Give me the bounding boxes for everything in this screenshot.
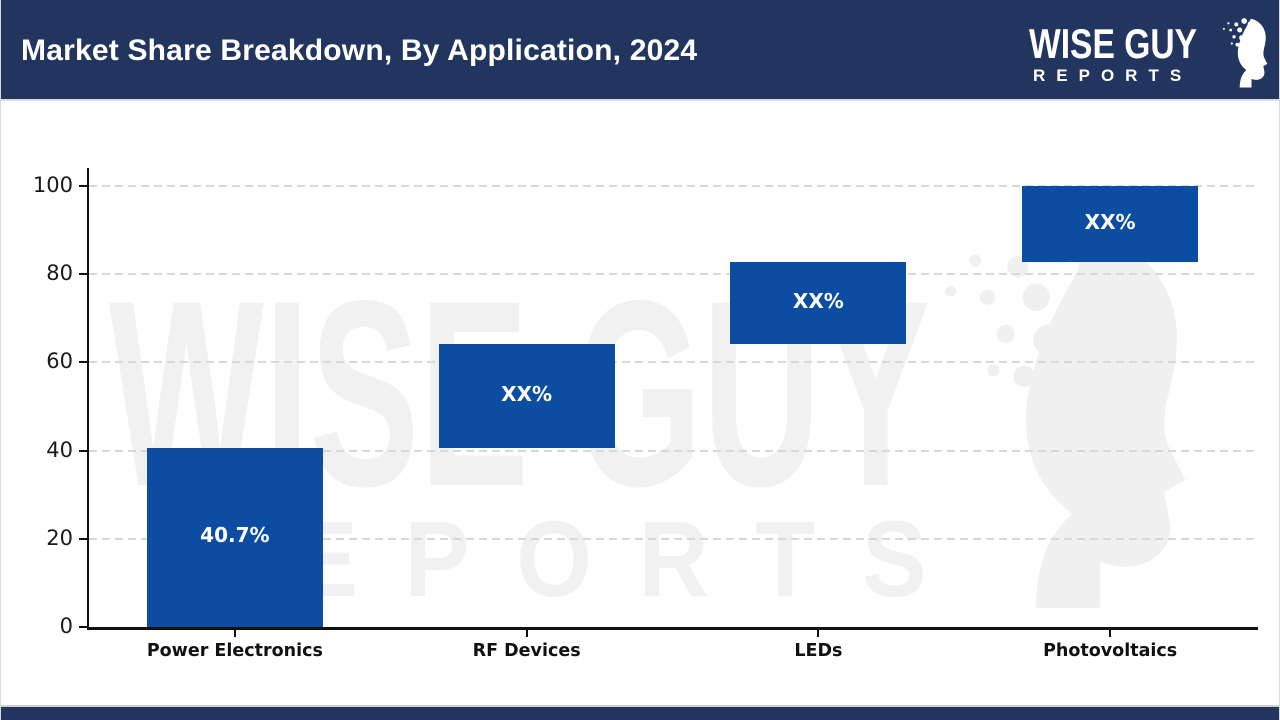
x-tick-mark: [525, 629, 528, 637]
page-title: Market Share Breakdown, By Application, …: [21, 34, 698, 67]
y-axis-tick-label: 0: [59, 614, 73, 638]
x-tick-mark: [817, 629, 820, 637]
bar-value-label: XX%: [501, 381, 553, 406]
y-axis-tick-label: 100: [32, 173, 73, 197]
x-axis-tick-label: Photovoltaics: [1043, 641, 1178, 661]
x-axis-tick-label: Power Electronics: [146, 641, 323, 661]
header: Market Share Breakdown, By Application, …: [1, 0, 1279, 101]
logo-wordmark: WISE GUY: [1029, 20, 1198, 67]
bar: [438, 344, 615, 448]
logo-reports-text: REPORTS: [1033, 66, 1193, 85]
y-axis-spine: [87, 168, 89, 629]
bar-value-label: XX%: [792, 289, 844, 314]
bar-value-label: 40.7%: [200, 523, 270, 548]
wiseguy-logo: WISE GUY REPORTS: [1029, 6, 1269, 94]
x-tick-mark: [233, 629, 236, 637]
bar: [730, 261, 907, 345]
y-tick-mark: [79, 273, 89, 276]
y-tick-mark: [79, 537, 89, 540]
y-axis-tick-label: 40: [46, 437, 73, 462]
y-axis-tick-label: 80: [46, 261, 73, 286]
y-tick-mark: [79, 361, 89, 364]
x-axis-tick-label: RF Devices: [472, 641, 581, 661]
gridline: [89, 185, 1256, 187]
x-axis-tick-label: LEDs: [794, 641, 843, 661]
bar-value-label: XX%: [1084, 209, 1136, 234]
footer-bar: [1, 707, 1279, 720]
y-axis-tick-label: 60: [46, 349, 73, 374]
y-axis-tick-label: 20: [46, 525, 73, 550]
y-tick-mark: [79, 185, 89, 187]
gridline: [89, 273, 1256, 276]
logo-face-icon: [1222, 18, 1268, 88]
bar: [146, 447, 323, 627]
x-tick-mark: [1109, 629, 1112, 637]
bottom-divider: [1, 705, 1279, 707]
gridline: [89, 449, 1256, 452]
y-tick-mark: [79, 626, 89, 628]
x-axis-spine: [87, 627, 1258, 630]
gridline: [89, 361, 1256, 364]
y-tick-mark: [79, 449, 89, 452]
gridline: [89, 537, 1256, 540]
